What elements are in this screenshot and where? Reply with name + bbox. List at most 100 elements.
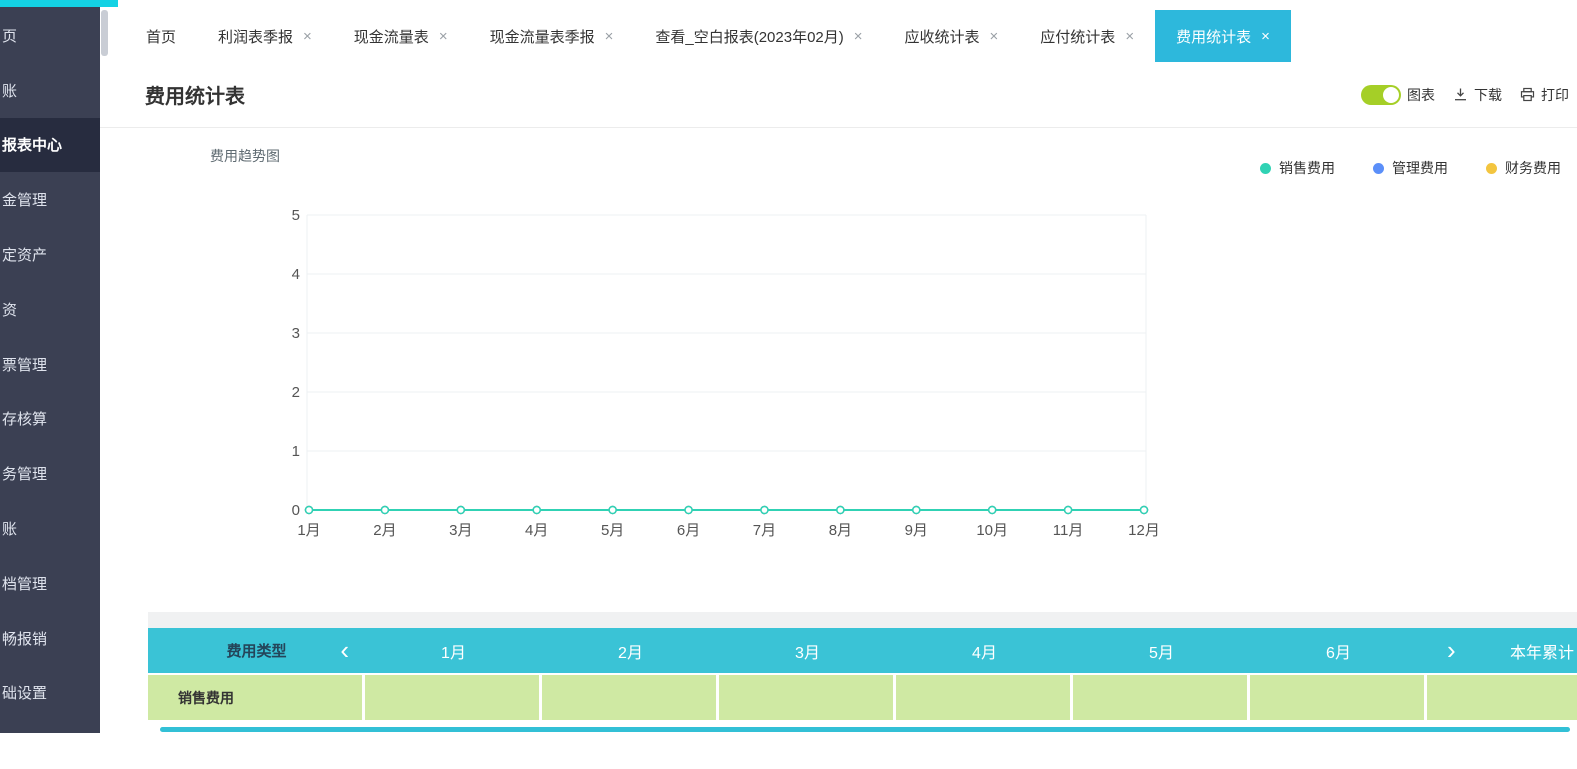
tab-label: 利润表季报 bbox=[218, 28, 294, 46]
svg-text:7月: 7月 bbox=[753, 522, 776, 539]
sidebar-item-6[interactable]: 票管理 bbox=[2, 356, 48, 374]
svg-text:9月: 9月 bbox=[905, 522, 928, 539]
table-cell bbox=[719, 675, 896, 720]
tab-6[interactable]: 应付统计表 × bbox=[1019, 10, 1155, 62]
sidebar-item-11[interactable]: 畅报销 bbox=[2, 630, 48, 648]
svg-text:1月: 1月 bbox=[297, 522, 320, 539]
tab-bar: 首页 利润表季报 × 现金流量表 × 现金流量表季报 × 查看_空白报表(2023年02月) ×… bbox=[100, 0, 1577, 62]
fee-table: 费用类型 ‹ 1月 2月 3月 4月 5月 6月 › 本年累计 销售费用 bbox=[148, 628, 1577, 769]
print-button[interactable]: 打印 bbox=[1520, 85, 1569, 105]
main-content: 首页 利润表季报 × 现金流量表 × 现金流量表季报 × 查看_空白报表(2023年02月) ×… bbox=[100, 0, 1577, 767]
tab-2[interactable]: 现金流量表 × bbox=[333, 10, 469, 62]
table-cell bbox=[896, 675, 1073, 720]
sidebar-item-2[interactable]: 报表中心 bbox=[0, 117, 100, 173]
section-divider bbox=[148, 612, 1577, 628]
sidebar-item-4[interactable]: 定资产 bbox=[2, 247, 48, 265]
tab-close-icon[interactable]: × bbox=[853, 27, 863, 45]
tab-label: 应付统计表 bbox=[1040, 28, 1116, 46]
svg-text:2: 2 bbox=[292, 384, 300, 401]
sidebar-menu: 页账报表中心 金管理 定资产资票管理 存核算 务管理账档管理 畅报销 础设置 bbox=[0, 0, 100, 720]
svg-text:4: 4 bbox=[292, 266, 300, 283]
legend-item-0[interactable]: 销售费用 bbox=[1260, 158, 1335, 178]
svg-text:12月: 12月 bbox=[1128, 522, 1160, 539]
toolbar: 图表 下载 打印 bbox=[1361, 84, 1577, 105]
chart-toggle-group: 图表 bbox=[1361, 84, 1435, 105]
tab-1[interactable]: 利润表季报 × bbox=[197, 10, 333, 62]
tab-close-icon[interactable]: × bbox=[989, 27, 999, 45]
tab-label: 应收统计表 bbox=[904, 28, 980, 46]
download-button[interactable]: 下载 bbox=[1453, 85, 1502, 105]
table-cell bbox=[542, 675, 719, 720]
tab-close-icon[interactable]: × bbox=[303, 27, 312, 45]
table-cell bbox=[1250, 675, 1427, 720]
column-header-month-3: 4月 bbox=[972, 644, 997, 662]
tab-0[interactable]: 首页 bbox=[125, 10, 197, 62]
chart-legend: 销售费用 管理费用 财务费用 bbox=[1260, 158, 1561, 178]
sidebar-item-5[interactable]: 资 bbox=[2, 301, 18, 319]
svg-text:3月: 3月 bbox=[449, 522, 472, 539]
prev-columns-button[interactable]: ‹ bbox=[340, 634, 349, 665]
legend-item-1[interactable]: 管理费用 bbox=[1373, 158, 1448, 178]
tab-close-icon[interactable]: × bbox=[1125, 27, 1135, 45]
tab-close-icon[interactable]: × bbox=[604, 27, 614, 45]
svg-text:5: 5 bbox=[292, 207, 300, 224]
tab-3[interactable]: 现金流量表季报 × bbox=[469, 10, 635, 62]
legend-dot bbox=[1486, 162, 1497, 174]
row-label: 销售费用 bbox=[148, 675, 365, 720]
tab-label: 查看_空白报表(2023年02月) bbox=[655, 28, 844, 46]
print-icon bbox=[1520, 87, 1535, 102]
svg-text:6月: 6月 bbox=[677, 522, 700, 539]
trend-chart: 0 1 2 3 4 5 1月 2月 3月 4月 5月 6月 7月 8月 9月 10月 11月 12月 bbox=[292, 207, 1160, 539]
sidebar-item-8[interactable]: 务管理 bbox=[2, 466, 48, 484]
tab-label: 现金流量表季报 bbox=[489, 28, 595, 46]
column-header-year-total: 本年累计 bbox=[1509, 644, 1574, 662]
legend-label: 财务费用 bbox=[1505, 160, 1561, 176]
sidebar-item-9[interactable]: 账 bbox=[2, 521, 18, 539]
tab-close-icon[interactable]: × bbox=[1261, 27, 1270, 45]
legend-dot bbox=[1260, 162, 1271, 174]
tab-label: 费用统计表 bbox=[1176, 28, 1252, 46]
legend-label: 管理费用 bbox=[1392, 160, 1448, 176]
tab-5[interactable]: 应收统计表 × bbox=[884, 10, 1020, 62]
svg-text:5月: 5月 bbox=[601, 522, 624, 539]
sidebar-item-3[interactable]: 金管理 bbox=[2, 192, 48, 210]
table-cell bbox=[365, 675, 542, 720]
sidebar-item-7[interactable]: 存核算 bbox=[2, 411, 48, 429]
download-label: 下载 bbox=[1474, 86, 1502, 103]
svg-text:1: 1 bbox=[292, 443, 300, 460]
svg-text:10月: 10月 bbox=[976, 522, 1008, 539]
tab-7[interactable]: 费用统计表 × bbox=[1155, 10, 1291, 62]
print-label: 打印 bbox=[1541, 86, 1569, 103]
svg-text:0: 0 bbox=[292, 502, 300, 519]
legend-label: 销售费用 bbox=[1279, 160, 1335, 176]
next-columns-button[interactable]: › bbox=[1447, 634, 1456, 665]
chart-title: 费用趋势图 bbox=[210, 148, 280, 164]
page-title: 费用统计表 bbox=[145, 86, 245, 108]
svg-text:3: 3 bbox=[292, 325, 300, 342]
column-header-month-4: 5月 bbox=[1149, 644, 1174, 662]
svg-text:11月: 11月 bbox=[1053, 522, 1084, 539]
column-header-month-1: 2月 bbox=[618, 644, 643, 662]
table-cell bbox=[1073, 675, 1250, 720]
svg-text:4月: 4月 bbox=[525, 522, 548, 539]
svg-text:2月: 2月 bbox=[373, 522, 396, 539]
sidebar-scrollbar[interactable] bbox=[101, 10, 108, 56]
chart-toggle[interactable] bbox=[1361, 84, 1401, 105]
sidebar-item-12[interactable]: 础设置 bbox=[2, 685, 48, 703]
tab-close-icon[interactable]: × bbox=[438, 27, 448, 45]
svg-text:8月: 8月 bbox=[829, 522, 852, 539]
column-header-fee-type: 费用类型 bbox=[226, 643, 287, 660]
sidebar: 页账报表中心 金管理 定资产资票管理 存核算 务管理账档管理 畅报销 础设置 bbox=[0, 0, 100, 733]
legend-item-2[interactable]: 财务费用 bbox=[1486, 158, 1561, 178]
table-cell bbox=[1427, 675, 1577, 720]
sidebar-item-10[interactable]: 档管理 bbox=[2, 575, 48, 593]
legend-dot bbox=[1373, 162, 1384, 174]
column-header-month-0: 1月 bbox=[441, 644, 466, 662]
chart-section: 费用趋势图 销售费用 管理费用 财务费用 0 1 2 3 4 5 1月 2月 3月 4月 5月 6月 7月 8… bbox=[100, 128, 1577, 612]
sidebar-item-1[interactable]: 账 bbox=[2, 82, 18, 100]
tab-label: 首页 bbox=[146, 28, 177, 46]
tab-label: 现金流量表 bbox=[353, 28, 429, 46]
tab-4[interactable]: 查看_空白报表(2023年02月) × bbox=[634, 10, 883, 62]
table-horizontal-scrollbar[interactable] bbox=[160, 727, 1570, 732]
sidebar-item-0[interactable]: 页 bbox=[2, 27, 18, 45]
